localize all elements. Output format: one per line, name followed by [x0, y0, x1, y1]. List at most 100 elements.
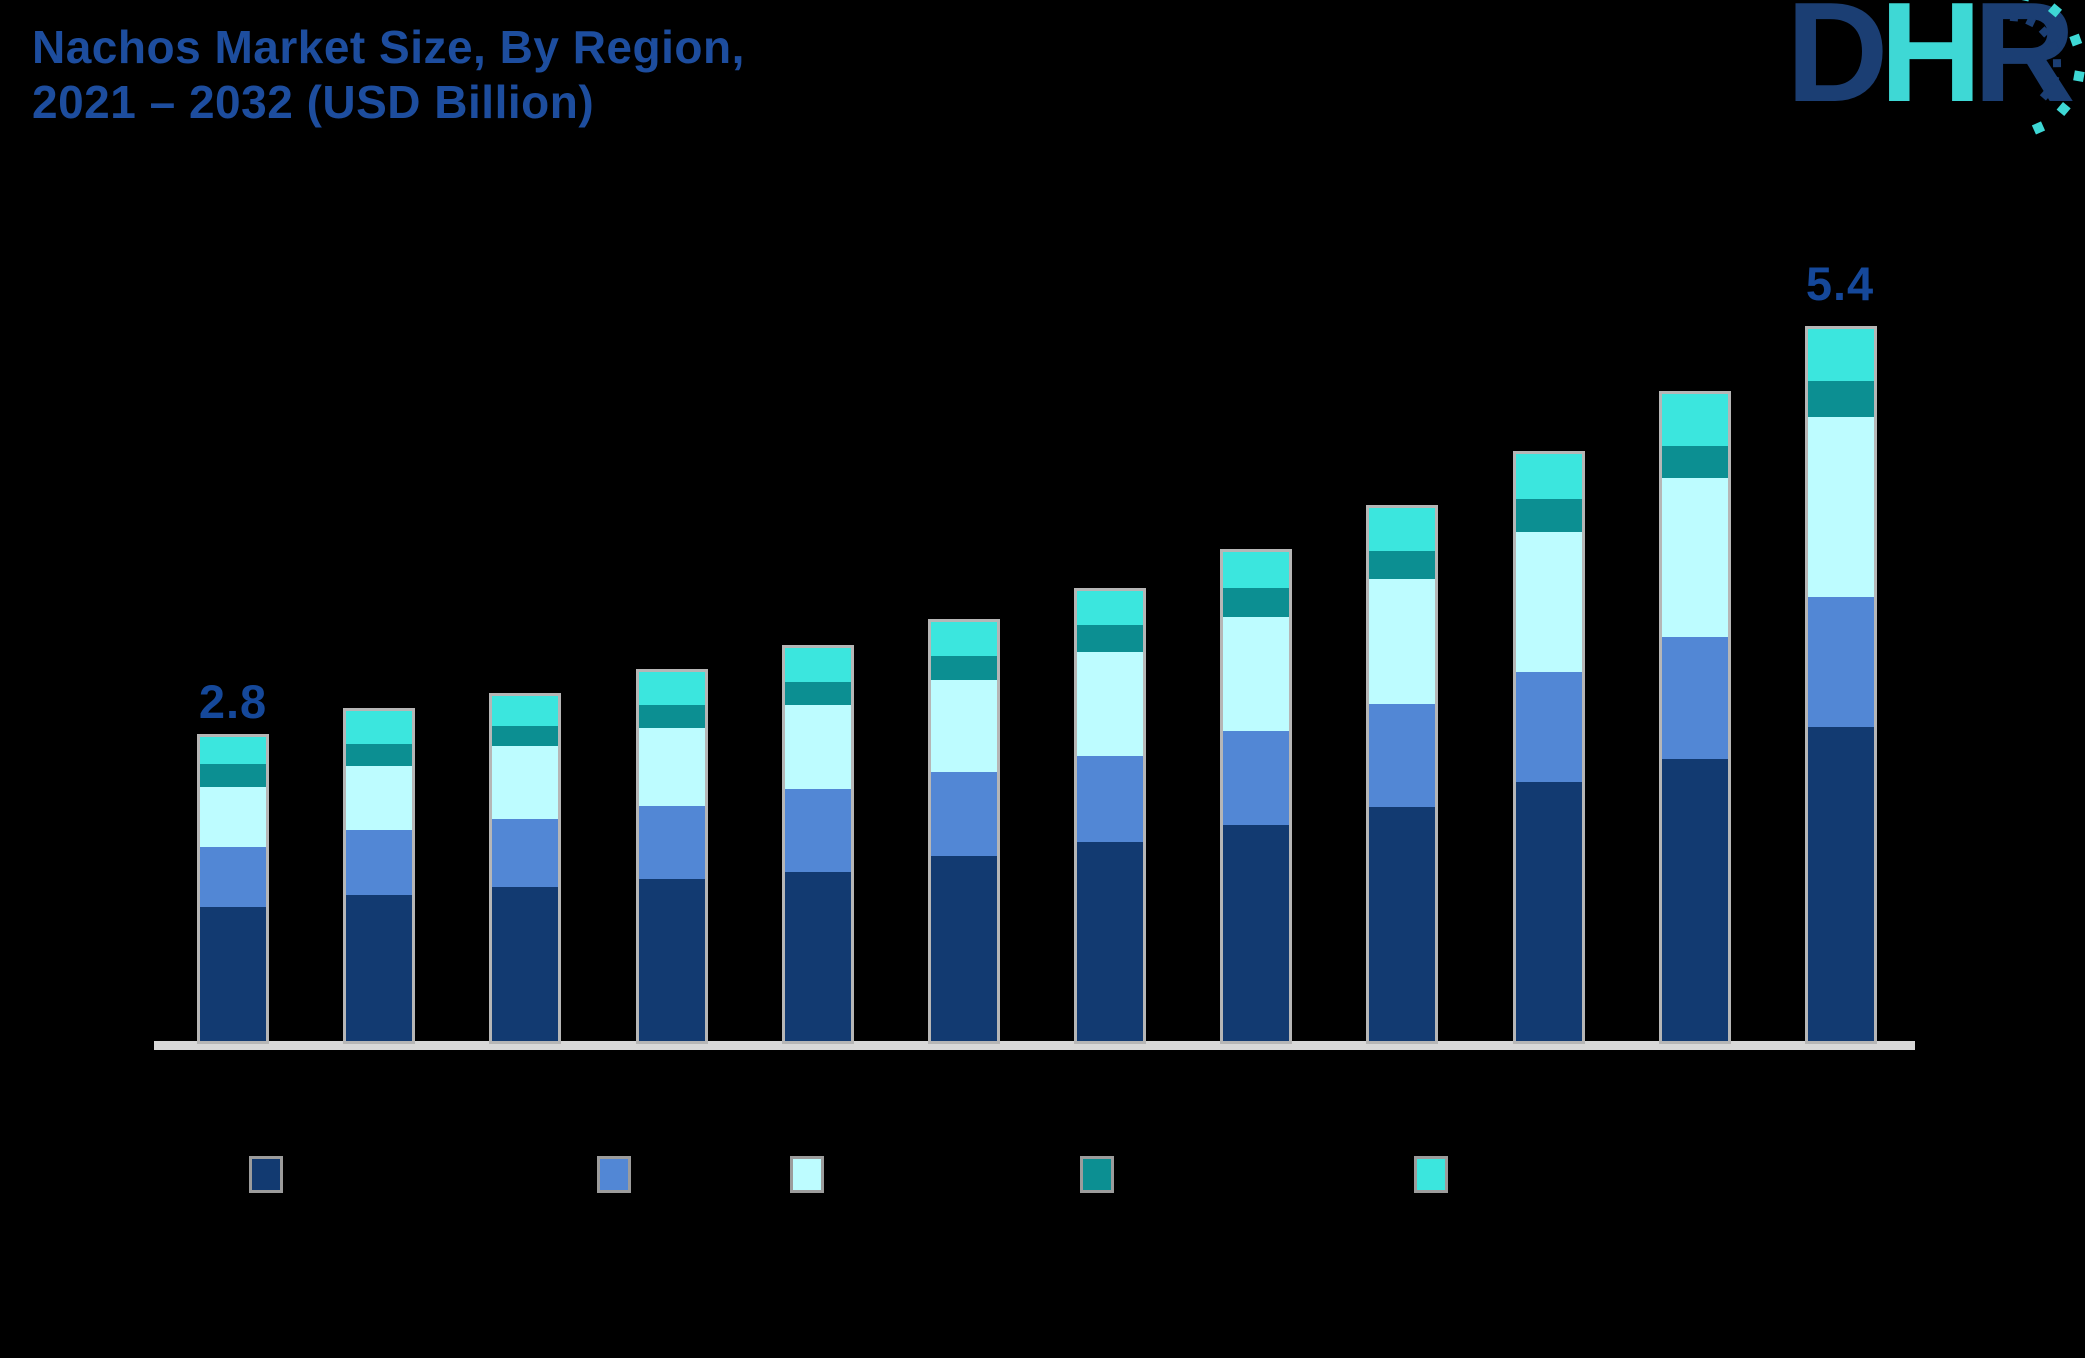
bar-2024-segment-turquoise-top — [639, 672, 705, 705]
bar-2024-segment-pale-cyan — [639, 728, 705, 806]
logo-dot — [2073, 70, 2085, 82]
bar-2030-segment-teal — [1516, 499, 1582, 532]
bar-2028-segment-turquoise-top — [1223, 552, 1289, 588]
bar-2032-segment-teal — [1808, 381, 1874, 417]
bar-2021-segment-dark-navy — [200, 907, 266, 1041]
bar-2025 — [782, 645, 854, 1044]
bar-2022-segment-pale-cyan — [346, 766, 412, 830]
bar-2032-segment-dark-navy — [1808, 727, 1874, 1041]
logo-dot — [2009, 12, 2019, 22]
bar-2023-segment-pale-cyan — [492, 746, 558, 819]
data-label-2021: 2.8 — [198, 675, 268, 728]
bar-2031-segment-turquoise-top — [1662, 394, 1728, 446]
chart-title-line1: Nachos Market Size, By Region, — [32, 21, 745, 73]
bar-2031-segment-dark-navy — [1662, 759, 1728, 1041]
logo-dot — [2025, 16, 2036, 28]
logo-dot — [2069, 33, 2083, 47]
logo-letter-h: H — [1879, 0, 1983, 132]
bar-2028 — [1220, 549, 1292, 1044]
bar-2022 — [343, 708, 415, 1044]
bar-2031-segment-medium-blue — [1662, 637, 1728, 759]
legend-swatch-teal — [1080, 1156, 1114, 1193]
bar-2021-segment-teal — [200, 764, 266, 787]
legend-swatch-pale-cyan — [790, 1156, 824, 1193]
dhr-logo: DHR — [1786, 0, 2076, 124]
bar-2030-segment-dark-navy — [1516, 782, 1582, 1041]
logo-dot — [2039, 89, 2052, 101]
logo-dot — [2047, 3, 2063, 18]
bar-2032-segment-medium-blue — [1808, 597, 1874, 727]
bar-2021-segment-pale-cyan — [200, 787, 266, 847]
bar-2022-segment-medium-blue — [346, 830, 412, 895]
logo-dot — [2052, 59, 2062, 68]
bar-2021 — [197, 734, 269, 1044]
bar-2027 — [1074, 588, 1146, 1044]
chart-title: Nachos Market Size, By Region, 2021 – 20… — [32, 20, 745, 130]
bar-2030-segment-turquoise-top — [1516, 454, 1582, 499]
legend-swatch-turquoise-top — [1414, 1156, 1448, 1193]
bar-2029-segment-pale-cyan — [1369, 579, 1435, 704]
bar-2029-segment-dark-navy — [1369, 807, 1435, 1041]
bar-2023-segment-turquoise-top — [492, 696, 558, 726]
bar-2024-segment-medium-blue — [639, 806, 705, 879]
bar-2031 — [1659, 391, 1731, 1044]
bar-2027-segment-pale-cyan — [1077, 652, 1143, 756]
bar-2029-segment-teal — [1369, 551, 1435, 579]
bar-2031-segment-teal — [1662, 446, 1728, 478]
bar-2032-segment-turquoise-top — [1808, 329, 1874, 381]
bar-2029 — [1366, 505, 1438, 1044]
bar-2026-segment-dark-navy — [931, 856, 997, 1041]
bar-2030 — [1513, 451, 1585, 1044]
bar-2030-segment-medium-blue — [1516, 672, 1582, 782]
bar-2027-segment-turquoise-top — [1077, 591, 1143, 625]
bar-2025-segment-medium-blue — [785, 789, 851, 872]
bar-2028-segment-medium-blue — [1223, 731, 1289, 825]
bar-2026-segment-teal — [931, 656, 997, 680]
logo-dot-burst-icon — [2009, 0, 2085, 135]
bar-2022-segment-dark-navy — [346, 895, 412, 1041]
bar-2023 — [489, 693, 561, 1044]
bar-2025-segment-pale-cyan — [785, 705, 851, 789]
bar-2028-segment-pale-cyan — [1223, 617, 1289, 731]
logo-dot — [2056, 101, 2071, 117]
bar-2032 — [1805, 326, 1877, 1044]
legend-swatch-medium-blue — [597, 1156, 631, 1193]
bar-2026-segment-turquoise-top — [931, 622, 997, 656]
logo-dot — [2031, 121, 2046, 135]
bar-2027-segment-dark-navy — [1077, 842, 1143, 1041]
bar-2025-segment-dark-navy — [785, 872, 851, 1041]
x-axis-baseline — [154, 1041, 1915, 1050]
bar-2026-segment-medium-blue — [931, 772, 997, 856]
bar-2023-segment-dark-navy — [492, 887, 558, 1041]
bar-2021-segment-medium-blue — [200, 847, 266, 907]
logo-dot — [2049, 74, 2060, 86]
bar-2022-segment-turquoise-top — [346, 711, 412, 744]
bar-2024-segment-teal — [639, 705, 705, 728]
bar-2032-segment-pale-cyan — [1808, 417, 1874, 597]
bar-2028-segment-dark-navy — [1223, 825, 1289, 1041]
bar-2024 — [636, 669, 708, 1044]
bar-2029-segment-turquoise-top — [1369, 508, 1435, 551]
logo-dot — [2048, 41, 2059, 52]
bar-2023-segment-teal — [492, 726, 558, 746]
bar-2025-segment-turquoise-top — [785, 648, 851, 682]
chart-title-line2: 2021 – 2032 (USD Billion) — [32, 76, 595, 129]
bar-2026 — [928, 619, 1000, 1044]
bar-2021-segment-turquoise-top — [200, 737, 266, 764]
data-label-2032: 5.4 — [1805, 257, 1875, 310]
bar-2029-segment-medium-blue — [1369, 704, 1435, 807]
bar-2026-segment-pale-cyan — [931, 680, 997, 772]
logo-dot — [2038, 26, 2051, 38]
bar-2031-segment-pale-cyan — [1662, 478, 1728, 637]
bar-2027-segment-teal — [1077, 625, 1143, 652]
bar-2025-segment-teal — [785, 682, 851, 705]
bar-2028-segment-teal — [1223, 588, 1289, 617]
bar-2030-segment-pale-cyan — [1516, 532, 1582, 672]
logo-letter-d: D — [1786, 0, 1889, 132]
legend-swatch-dark-navy — [249, 1156, 283, 1193]
bar-2022-segment-teal — [346, 744, 412, 766]
bar-2023-segment-medium-blue — [492, 819, 558, 887]
bar-2024-segment-dark-navy — [639, 879, 705, 1041]
